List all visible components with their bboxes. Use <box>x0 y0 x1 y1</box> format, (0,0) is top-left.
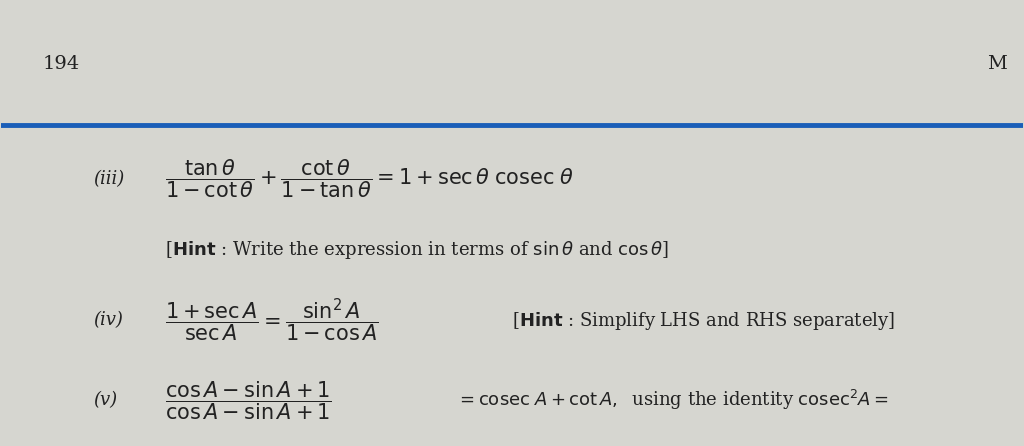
Text: (v): (v) <box>93 391 118 409</box>
Text: (iv): (iv) <box>93 311 123 330</box>
Text: $\dfrac{1+\sec A}{\sec A}=\dfrac{\sin^2 A}{1-\cos A}$: $\dfrac{1+\sec A}{\sec A}=\dfrac{\sin^2 … <box>165 297 379 344</box>
Text: $\dfrac{\cos A-\sin A+1}{\cos A-\sin A+1}$: $\dfrac{\cos A-\sin A+1}{\cos A-\sin A+1… <box>165 379 332 421</box>
Text: [$\mathbf{Hint}$ : Simplify LHS and RHS separately]: [$\mathbf{Hint}$ : Simplify LHS and RHS … <box>512 310 895 331</box>
Text: $= \mathrm{cosec}\;A + \cot A,\;$ using the identity $\mathrm{cosec}^2 A=$: $= \mathrm{cosec}\;A + \cot A,\;$ using … <box>456 388 889 413</box>
Text: 194: 194 <box>42 54 80 73</box>
Text: $\dfrac{\tan\theta}{1-\cot\theta}+\dfrac{\cot\theta}{1-\tan\theta}=1+\sec\theta\: $\dfrac{\tan\theta}{1-\cot\theta}+\dfrac… <box>165 157 573 200</box>
Text: [$\mathbf{Hint}$ : Write the expression in terms of $\sin\theta$ and $\cos\theta: [$\mathbf{Hint}$ : Write the expression … <box>165 239 669 260</box>
Text: (iii): (iii) <box>93 169 125 188</box>
Text: M: M <box>987 54 1008 73</box>
